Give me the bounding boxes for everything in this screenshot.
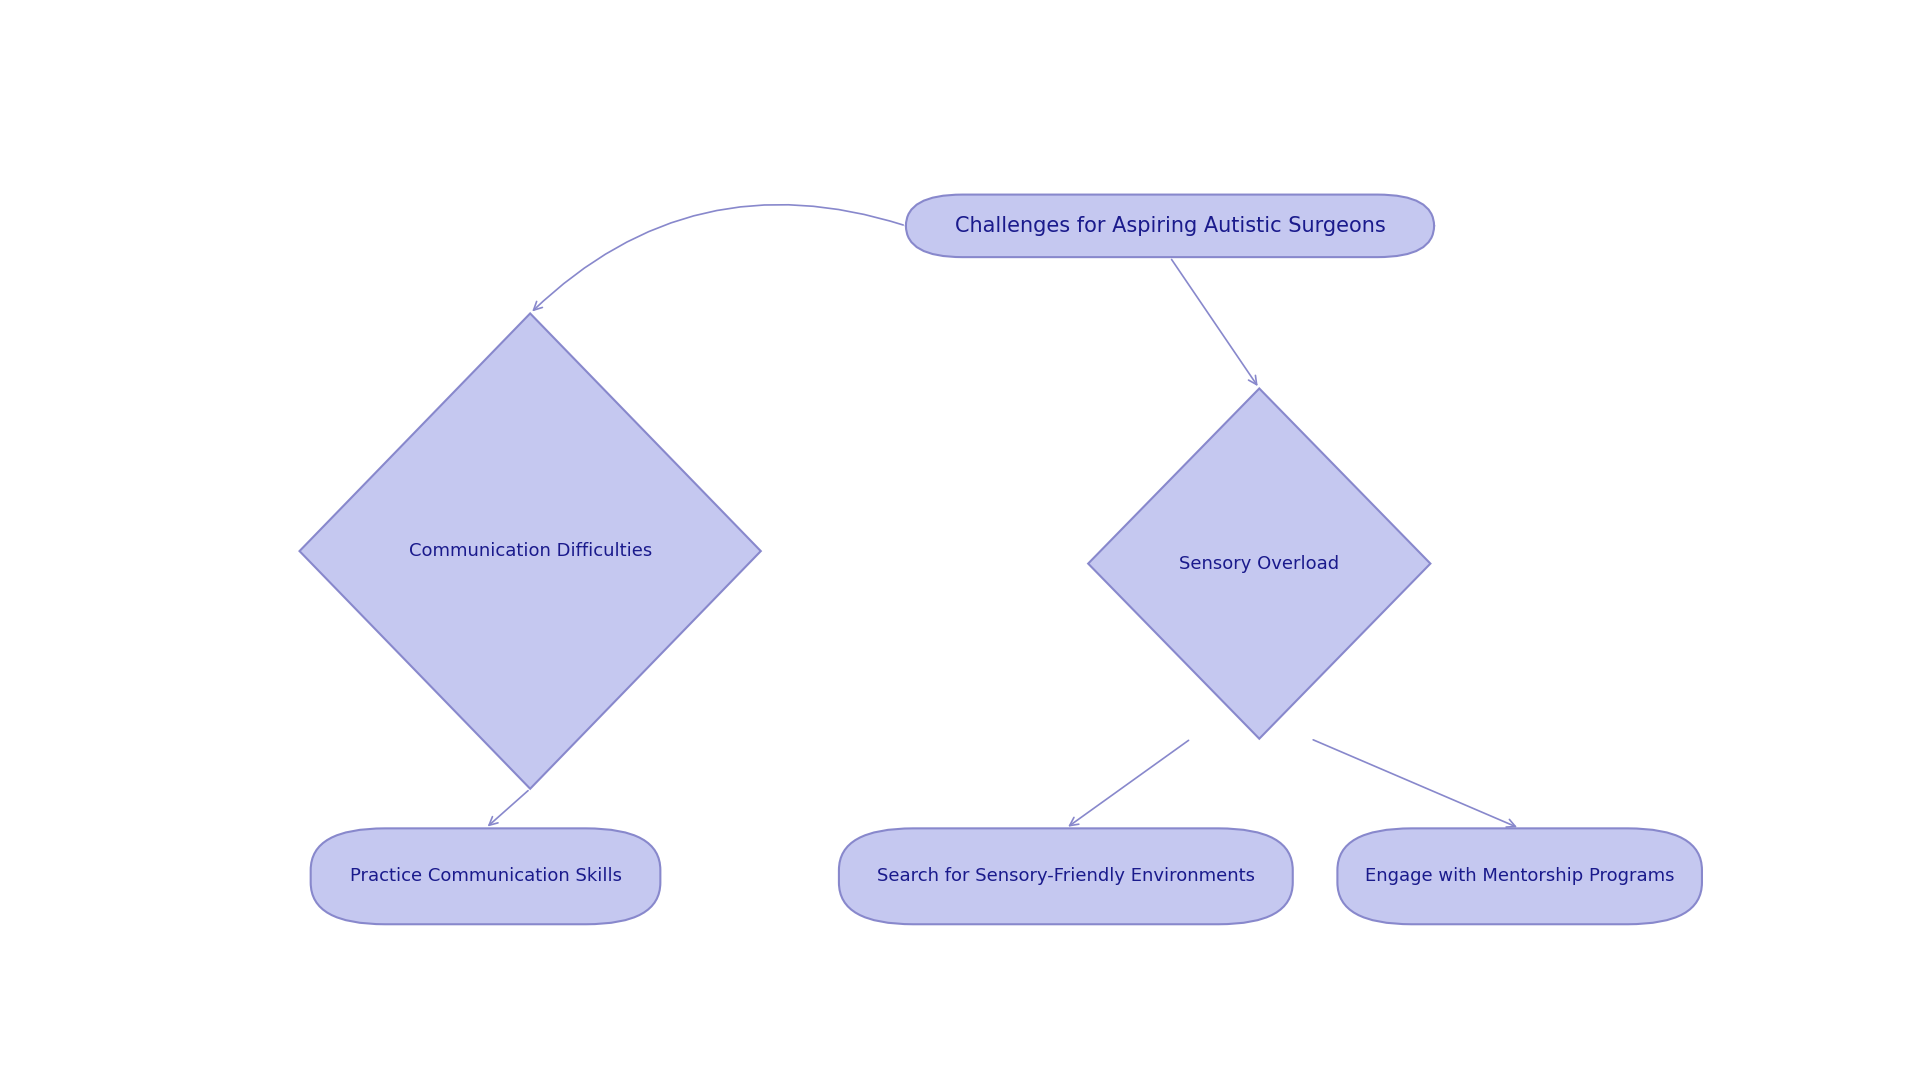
FancyBboxPatch shape bbox=[906, 195, 1434, 257]
FancyBboxPatch shape bbox=[1338, 828, 1701, 924]
FancyBboxPatch shape bbox=[311, 828, 660, 924]
Text: Engage with Mentorship Programs: Engage with Mentorship Programs bbox=[1365, 867, 1674, 885]
FancyBboxPatch shape bbox=[839, 828, 1292, 924]
Text: Practice Communication Skills: Practice Communication Skills bbox=[349, 867, 622, 885]
Polygon shape bbox=[300, 313, 760, 788]
Polygon shape bbox=[1089, 389, 1430, 739]
Text: Communication Difficulties: Communication Difficulties bbox=[409, 543, 651, 560]
Text: Search for Sensory-Friendly Environments: Search for Sensory-Friendly Environments bbox=[877, 867, 1256, 885]
Text: Sensory Overload: Sensory Overload bbox=[1179, 554, 1340, 573]
Text: Challenges for Aspiring Autistic Surgeons: Challenges for Aspiring Autistic Surgeon… bbox=[954, 216, 1386, 236]
